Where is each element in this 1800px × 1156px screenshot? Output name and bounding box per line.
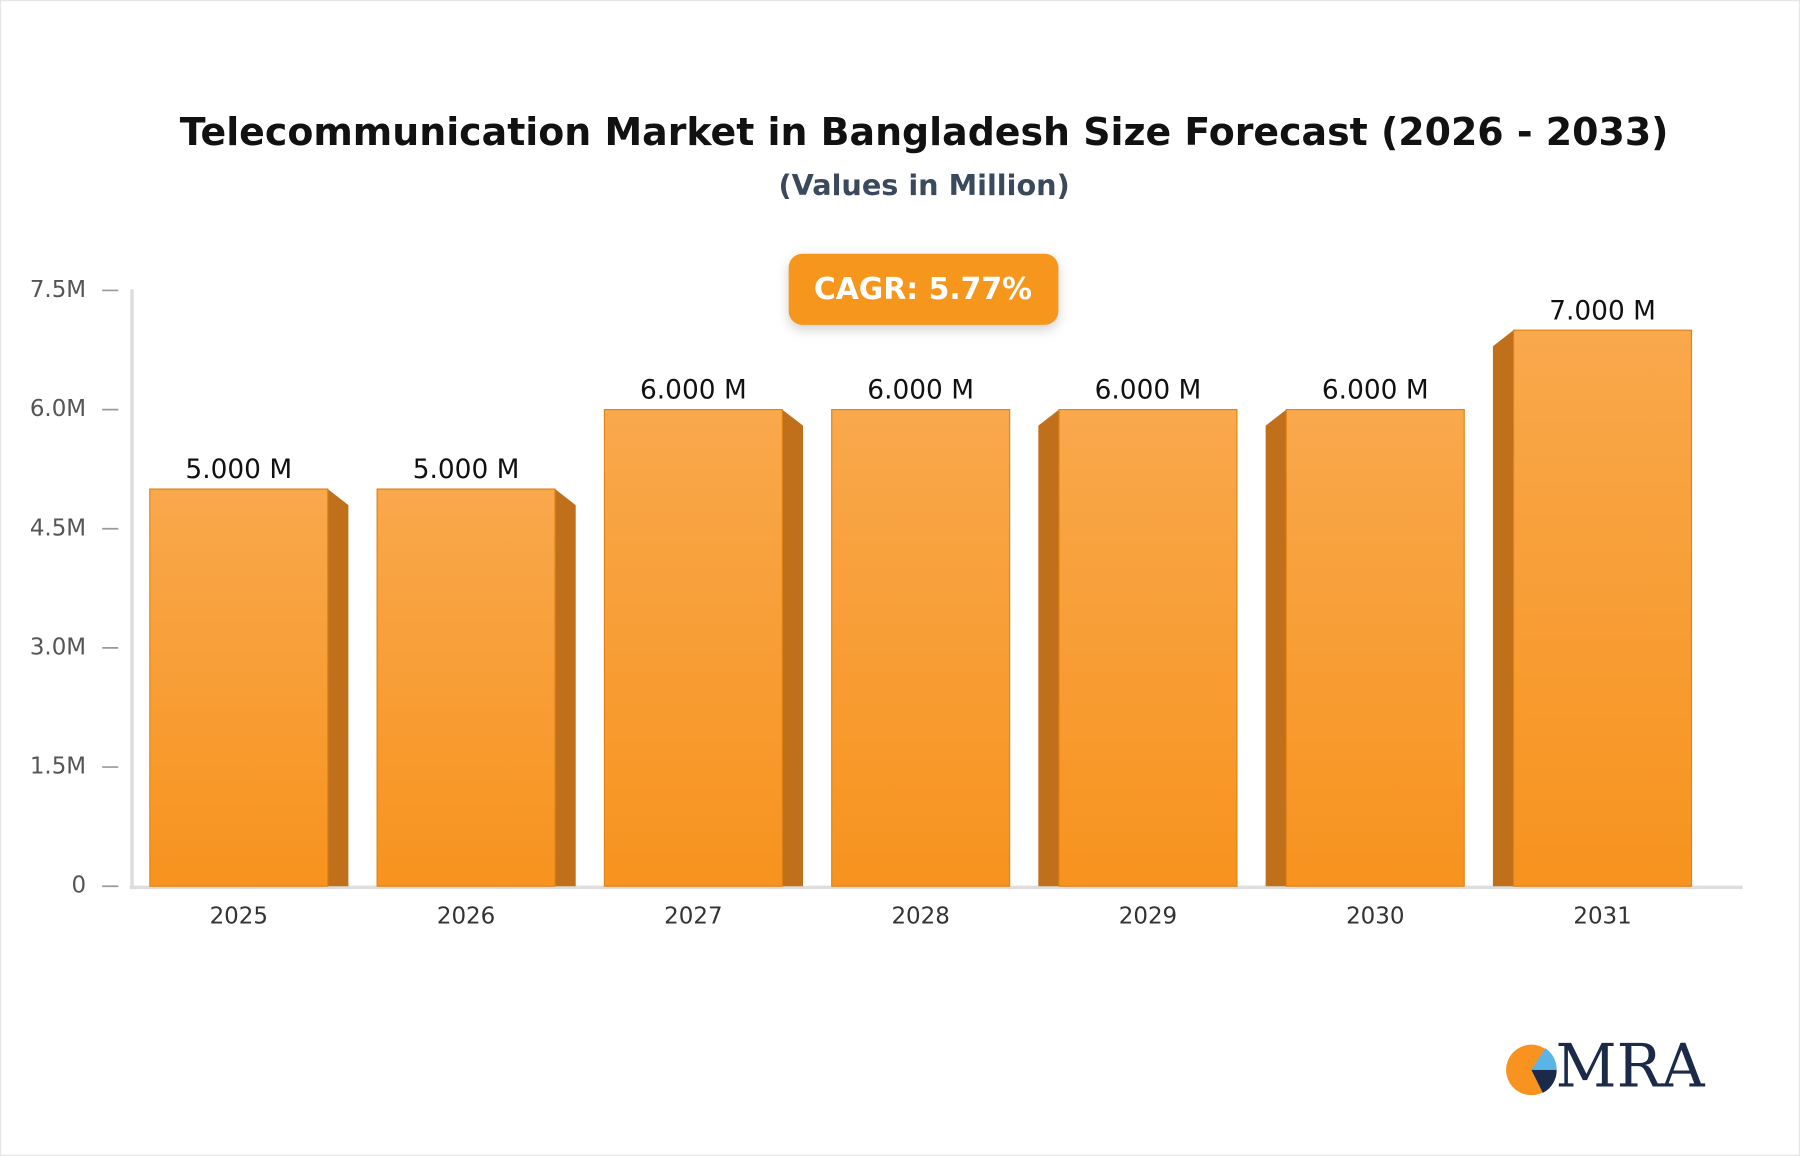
bar-side [1038, 409, 1059, 887]
bar [1058, 409, 1238, 887]
x-tick-label: 2031 [1573, 904, 1631, 930]
y-tick-label: 7.5M [30, 277, 86, 303]
value-label: 5.000 M [413, 454, 520, 485]
bar-side [555, 489, 576, 887]
logo-text: MRA [1555, 1033, 1705, 1102]
chart-title: Telecommunication Market in Bangladesh S… [180, 110, 1669, 154]
value-label: 6.000 M [640, 375, 747, 406]
bar [376, 488, 556, 887]
value-label: 5.000 M [185, 454, 292, 485]
chart-subtitle: (Values in Million) [778, 168, 1069, 202]
bar [831, 409, 1011, 887]
x-tick-label: 2030 [1346, 904, 1404, 930]
y-tick-label: 6.0M [30, 396, 86, 422]
y-tick-label: 1.5M [30, 754, 86, 780]
bar-side [782, 409, 803, 887]
x-tick-label: 2025 [210, 904, 268, 930]
bar [1513, 329, 1693, 887]
logo-icon-slice [1531, 1048, 1557, 1070]
bar-side [1265, 409, 1287, 887]
y-tick-label: 4.5M [30, 515, 86, 541]
y-tick-label: 3.0M [30, 634, 86, 660]
value-label: 6.000 M [1322, 375, 1429, 406]
bar-side [327, 489, 349, 887]
cagr-label: CAGR: 5.77% [814, 272, 1032, 307]
x-tick-label: 2028 [891, 904, 949, 930]
value-label: 6.000 M [867, 375, 974, 406]
bar [1285, 409, 1465, 887]
bar-side [1492, 330, 1514, 887]
bar [149, 488, 329, 887]
x-tick-label: 2027 [664, 904, 722, 930]
logo: MRA [1506, 1033, 1706, 1102]
x-tick-label: 2029 [1119, 904, 1177, 930]
y-tick-label: 0 [72, 873, 87, 899]
value-label: 6.000 M [1095, 375, 1202, 406]
bar [603, 409, 783, 887]
value-label: 7.000 M [1549, 295, 1656, 326]
cagr-badge [788, 253, 1059, 325]
x-tick-label: 2026 [437, 904, 495, 930]
logo-icon-slice [1531, 1069, 1557, 1093]
